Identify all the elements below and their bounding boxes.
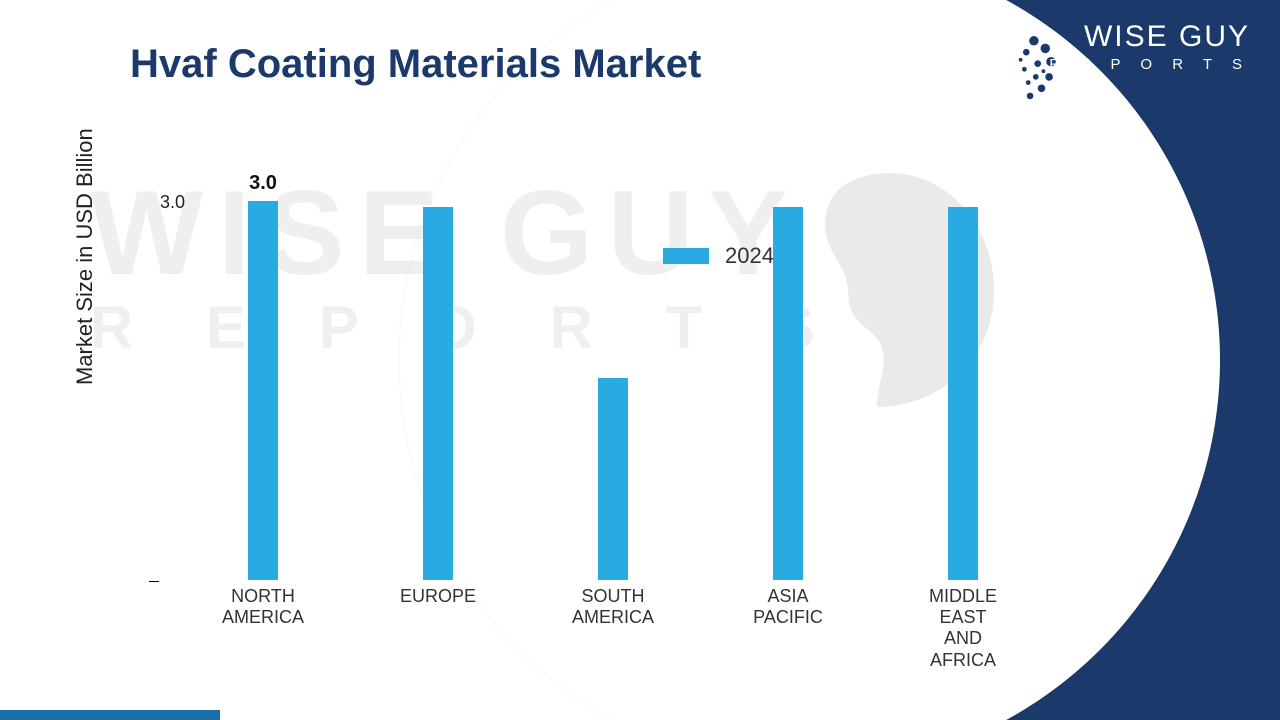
category-label: EUROPE [363, 580, 513, 607]
y-axis-tick [149, 581, 159, 582]
bar [248, 201, 278, 580]
brand-line-2: R E P O R T S [1049, 56, 1250, 73]
footer-accent-bar [0, 710, 220, 720]
category-label: MIDDLEEASTANDAFRICA [888, 580, 1038, 671]
bar [598, 378, 628, 580]
plot-area: 2024 3.0 3.0NORTHAMERICAEUROPESOUTHAMERI… [143, 150, 963, 580]
chart-card: WISE GUY R E P O R T S WISE GUY R E P O … [0, 0, 1280, 720]
chart-title: Hvaf Coating Materials Market [130, 42, 701, 87]
bars-container: 3.0NORTHAMERICAEUROPESOUTHAMERICAASIAPAC… [143, 150, 963, 580]
brand-logo-text: WISE GUY R E P O R T S [1049, 20, 1250, 73]
category-label: SOUTHAMERICA [538, 580, 688, 628]
bar [948, 207, 978, 580]
brand-line-1: WISE GUY [1049, 20, 1250, 54]
category-label: ASIAPACIFIC [713, 580, 863, 628]
category-label: NORTHAMERICA [188, 580, 338, 628]
chart-area: Market Size in USD Billion 2024 3.0 3.0N… [88, 150, 968, 620]
bar [773, 207, 803, 580]
y-axis-label: Market Size in USD Billion [72, 128, 98, 385]
bar-value-label: 3.0 [249, 172, 277, 195]
bar [423, 207, 453, 580]
